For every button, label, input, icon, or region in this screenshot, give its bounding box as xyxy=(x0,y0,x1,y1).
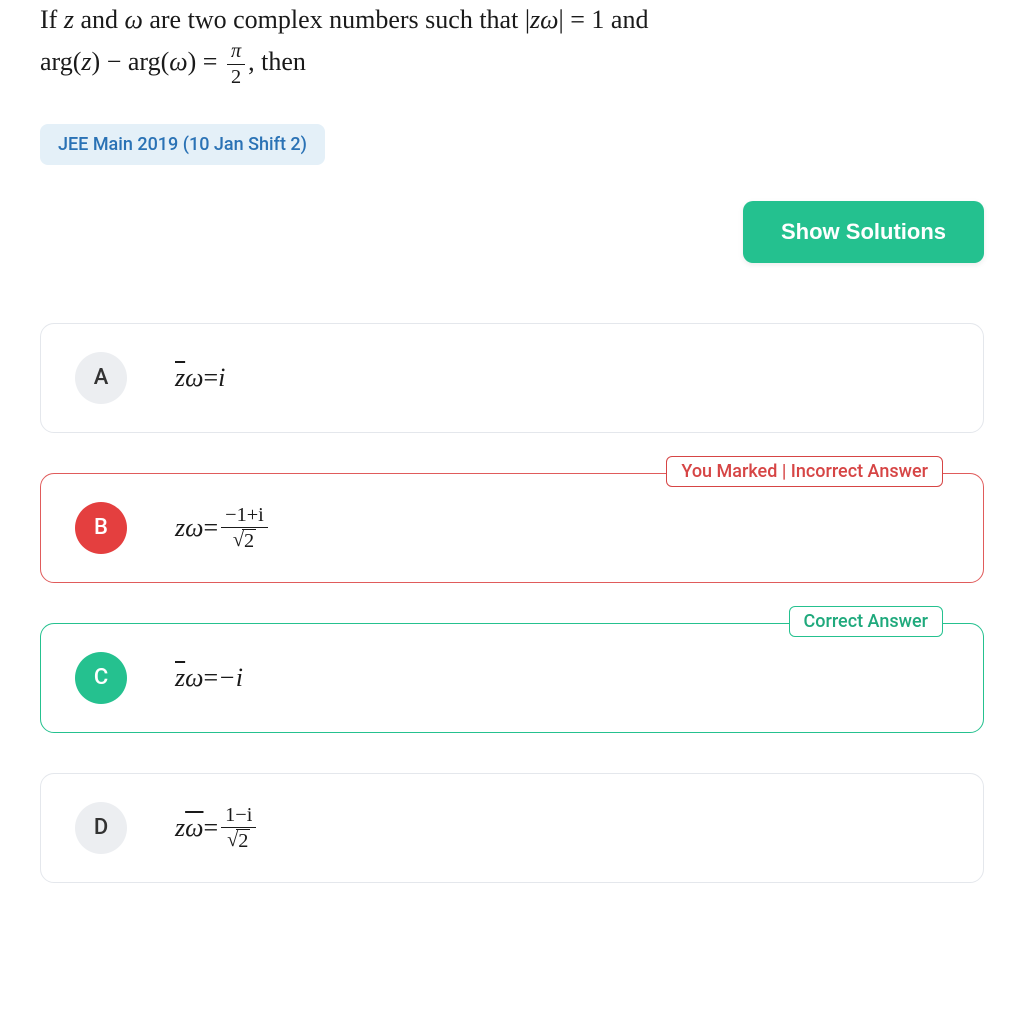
show-solutions-button[interactable]: Show Solutions xyxy=(743,201,984,263)
d-den-rad: 2 xyxy=(236,829,250,852)
q-text: If xyxy=(40,5,64,34)
badge-correct: Correct Answer xyxy=(789,606,943,637)
q-arg-w-close: ) xyxy=(188,47,197,76)
q-arg-z-open: arg( xyxy=(40,47,81,76)
b-den-rad: 2 xyxy=(242,529,256,552)
option-letter-b: B xyxy=(75,502,127,554)
q-arg-z-close: ) xyxy=(92,47,101,76)
q-eq1: = 1 xyxy=(564,5,605,34)
q-two: 2 xyxy=(227,65,245,88)
a-eq: = xyxy=(203,363,218,393)
option-letter-c: C xyxy=(75,652,127,704)
q-arg-w-open: arg( xyxy=(128,47,169,76)
q-text: and xyxy=(74,5,125,34)
exam-tag[interactable]: JEE Main 2019 (10 Jan Shift 2) xyxy=(40,124,325,165)
q-minus: − xyxy=(100,47,128,76)
d-z: z xyxy=(175,813,185,843)
option-a[interactable]: A zω = i xyxy=(40,323,984,433)
c-omega: ω xyxy=(185,663,203,693)
option-d[interactable]: D zω = 1−i √2 xyxy=(40,773,984,883)
a-omega: ω xyxy=(185,363,203,393)
c-zbar: z xyxy=(175,663,185,693)
d-num: 1−i xyxy=(221,804,256,828)
d-den: √2 xyxy=(223,828,254,852)
d-frac: 1−i √2 xyxy=(221,804,256,853)
b-eq: = xyxy=(203,513,218,543)
b-frac: −1+i √2 xyxy=(221,504,268,553)
option-formula-a: zω = i xyxy=(175,363,225,393)
b-num: −1+i xyxy=(221,504,268,528)
a-zbar: z xyxy=(175,363,185,393)
b-lhs: zω xyxy=(175,513,203,543)
q-pi: π xyxy=(227,40,245,64)
solutions-row: Show Solutions xyxy=(40,201,984,263)
q-zw: zω xyxy=(530,5,558,34)
option-formula-b: zω = −1+i √2 xyxy=(175,504,271,553)
c-eq: = xyxy=(203,663,218,693)
badge-incorrect: You Marked | Incorrect Answer xyxy=(666,456,943,487)
question-text: If z and ω are two complex numbers such … xyxy=(40,0,984,88)
q-text: are two complex numbers such that xyxy=(143,5,525,34)
option-formula-d: zω = 1−i √2 xyxy=(175,804,259,853)
option-letter-d: D xyxy=(75,802,127,854)
q-frac-pi-2: π2 xyxy=(227,40,245,88)
a-rhs: i xyxy=(218,363,225,393)
d-eq: = xyxy=(203,813,218,843)
b-den: √2 xyxy=(229,528,260,552)
q-z: z xyxy=(64,5,74,34)
q-arg-w-var: ω xyxy=(169,47,187,76)
option-formula-c: zω = −i xyxy=(175,663,243,693)
q-eq2: = xyxy=(196,47,224,76)
d-omegabar: ω xyxy=(185,813,203,843)
option-letter-a: A xyxy=(75,352,127,404)
option-c[interactable]: Correct Answer C zω = −i xyxy=(40,623,984,733)
q-then: , then xyxy=(248,47,306,76)
q-text: and xyxy=(604,5,648,34)
c-rhs: −i xyxy=(218,663,243,693)
option-b[interactable]: You Marked | Incorrect Answer B zω = −1+… xyxy=(40,473,984,583)
q-omega: ω xyxy=(125,5,143,34)
q-arg-z-var: z xyxy=(81,47,91,76)
